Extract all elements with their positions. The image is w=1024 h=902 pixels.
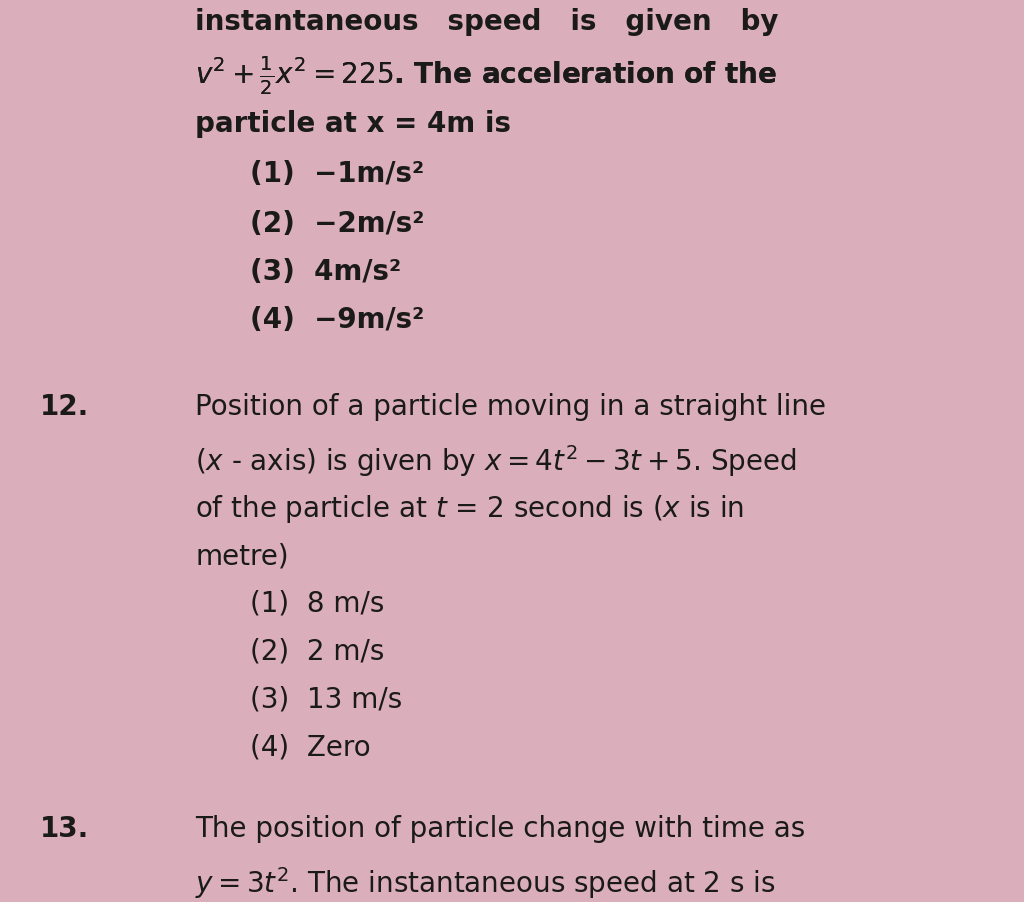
- Text: $v^2 + \frac{1}{2}x^2 = 225$. The acceleration of the: $v^2 + \frac{1}{2}x^2 = 225$. The accele…: [195, 55, 777, 97]
- Text: of the particle at $t$ = 2 second is ($x$ is in: of the particle at $t$ = 2 second is ($x…: [195, 492, 744, 524]
- Text: 12.: 12.: [40, 392, 89, 420]
- Text: The position of particle change with time as: The position of particle change with tim…: [195, 815, 805, 842]
- Text: $v^2 + \frac{1}{2}x^2 = 225$. The acceleration of the: $v^2 + \frac{1}{2}x^2 = 225$. The accele…: [195, 55, 777, 97]
- Text: $y = 3t^2$. The instantaneous speed at 2 s is: $y = 3t^2$. The instantaneous speed at 2…: [195, 864, 775, 900]
- Text: particle at x = 4m is: particle at x = 4m is: [195, 110, 511, 138]
- Text: instantaneous   speed   is   given   by: instantaneous speed is given by: [195, 8, 778, 36]
- Text: 13.: 13.: [40, 815, 89, 842]
- Text: (3)  4m/s²: (3) 4m/s²: [250, 258, 401, 286]
- Text: (2)  −2m/s²: (2) −2m/s²: [250, 210, 424, 238]
- Text: Position of a particle moving in a straight line: Position of a particle moving in a strai…: [195, 392, 826, 420]
- Text: metre): metre): [195, 542, 289, 570]
- Text: $(x$ - axis) is given by $x = 4t^2 - 3t + 5$. Speed: $(x$ - axis) is given by $x = 4t^2 - 3t …: [195, 443, 797, 478]
- Text: (4)  −9m/s²: (4) −9m/s²: [250, 306, 424, 334]
- Text: (1)  −1m/s²: (1) −1m/s²: [250, 160, 424, 188]
- Text: (2)  2 m/s: (2) 2 m/s: [250, 638, 384, 666]
- Text: (1)  8 m/s: (1) 8 m/s: [250, 589, 384, 617]
- Text: (4)  Zero: (4) Zero: [250, 733, 371, 761]
- Text: (3)  13 m/s: (3) 13 m/s: [250, 686, 402, 713]
